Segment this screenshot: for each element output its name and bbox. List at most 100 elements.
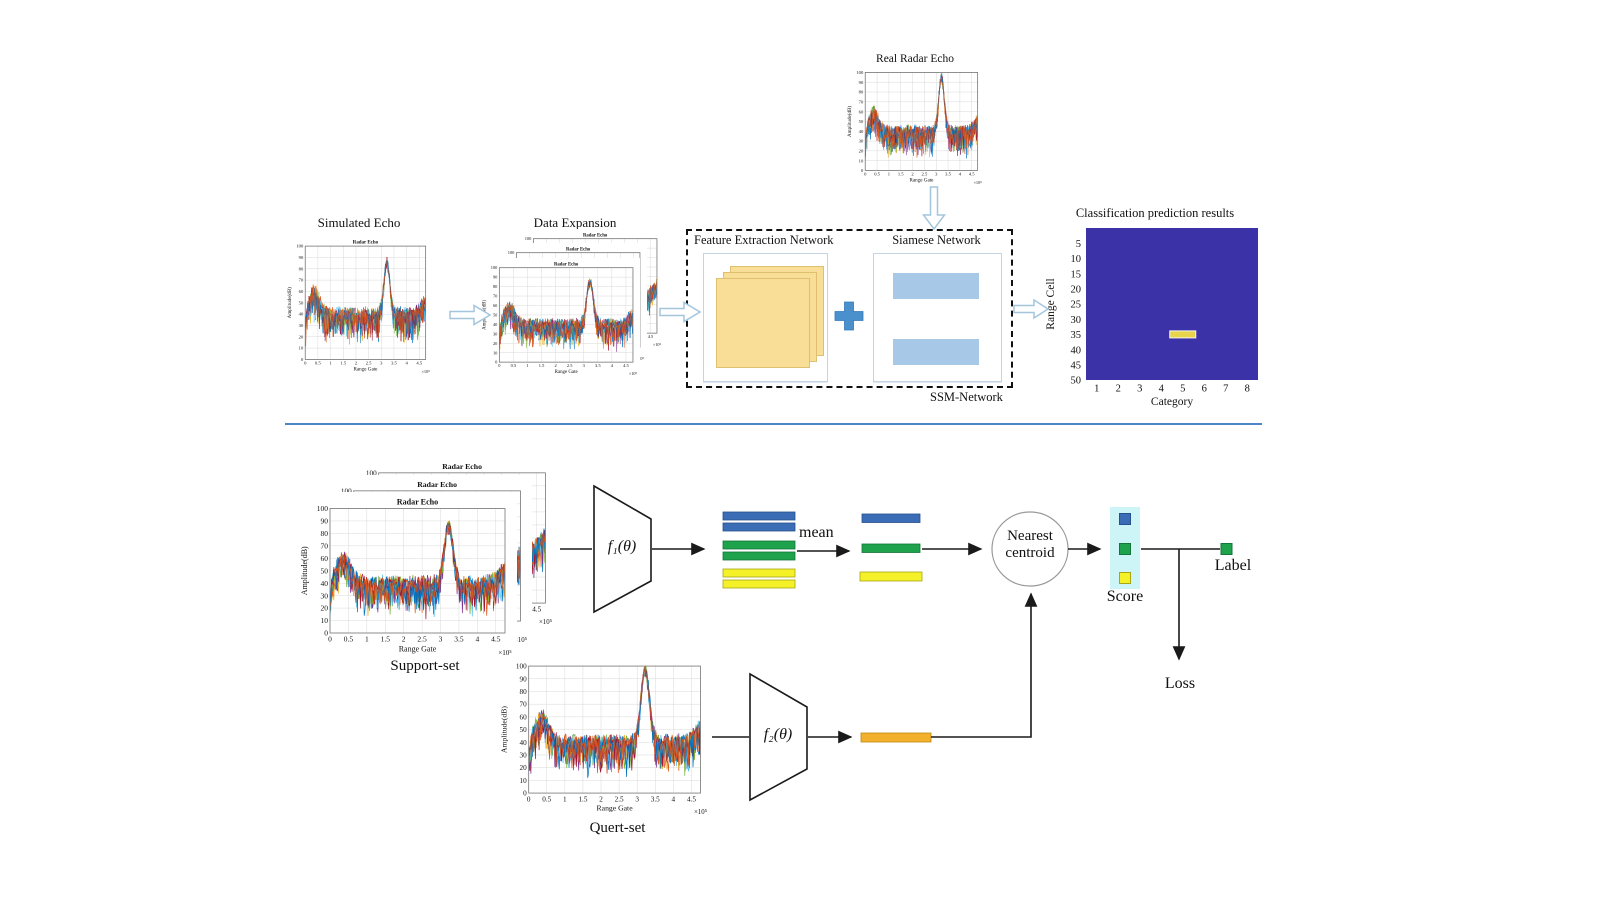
axis-text: 10: [321, 616, 329, 625]
axis-text: 60: [321, 554, 329, 563]
echo-trace: [865, 77, 978, 156]
axis-text: Radar Echo: [353, 241, 379, 246]
nearest-centroid-line1: Nearest: [1007, 528, 1053, 544]
axis-text: Radar Echo: [566, 247, 591, 252]
axis-text: 4: [405, 361, 408, 366]
axis-text: ×10⁵: [694, 809, 708, 816]
axis-text: 2.5: [922, 172, 928, 177]
axis-text: 2.5: [567, 363, 573, 368]
embedding-bar-green-2: [722, 551, 796, 561]
score-label: Score: [1106, 588, 1144, 605]
axis-text: 0: [328, 635, 332, 644]
axis-text: ×10⁵: [498, 649, 512, 657]
axis-text: 40: [1071, 345, 1082, 356]
axis-text: 0: [495, 360, 498, 365]
axis-text: 7: [1223, 384, 1228, 395]
axis-text: 50: [493, 312, 498, 317]
axis-text: 100: [525, 236, 532, 241]
data-expansion-title: Data Expansion: [533, 215, 617, 230]
data-expansion-plot-front: 0 10 20 30 40 50 60 70 80 90 100 0 0.5 1 1.5 2 2.5 3 3.5 4 4…: [480, 258, 640, 378]
axis-text: Amplitude(dB): [483, 300, 488, 330]
axis-text: 30: [859, 139, 864, 144]
score-box: [1110, 507, 1140, 589]
axis-text: 20: [1071, 284, 1082, 295]
score-square-yellow: [1119, 572, 1131, 584]
mean-bar-green: [861, 543, 921, 553]
axis-text: 0.5: [511, 363, 517, 368]
f1-encoder-label: f₁(θ): [607, 538, 637, 555]
axis-text: 50: [321, 566, 329, 575]
axis-text: 100: [341, 487, 352, 495]
axis-text: 2: [402, 635, 406, 644]
siamese-network-label: Siamese Network: [892, 233, 981, 247]
axis-text: 70: [519, 701, 527, 709]
axis-text: 30: [519, 752, 527, 760]
axis-text: 70: [493, 294, 498, 299]
axis-text: 80: [321, 529, 329, 538]
mean-bar-blue: [861, 513, 921, 523]
echo-trace: [305, 259, 426, 347]
echo-trace: [499, 280, 633, 351]
axis-text: 0.5: [874, 172, 880, 177]
axis-text: 2.5: [366, 361, 372, 366]
axis-text: 100: [296, 244, 304, 249]
axis-text: 50: [1071, 376, 1082, 387]
axis-text: 1.5: [539, 363, 545, 368]
echo-traces: [305, 256, 426, 347]
axis-text: 20: [519, 764, 527, 772]
axis-text: 100: [366, 469, 377, 477]
axis-text: 0: [324, 629, 328, 638]
axis-text: 0: [304, 361, 307, 366]
siamese-network-panel: [873, 253, 1002, 382]
axis-text: Range Gate: [909, 178, 934, 184]
axis-text: 40: [299, 312, 304, 317]
axis-text: Radar Echo: [554, 262, 579, 267]
axis-text: 90: [321, 517, 329, 526]
axis-text: Category: [1151, 396, 1193, 408]
embedding-bar-blue-2: [722, 522, 796, 532]
echo-traces: [865, 73, 978, 165]
axis-text: 3.5: [651, 795, 660, 803]
axis-text: 0: [523, 790, 527, 798]
axis-text: Range Gate: [597, 804, 634, 813]
embedding-bar-yellow-1: [722, 568, 796, 578]
label-square-green: [1220, 543, 1233, 555]
axis-text: 0.5: [315, 361, 321, 366]
axis-text: 6: [1202, 384, 1207, 395]
axis-text: 35: [1071, 330, 1082, 341]
axis-text: 10: [1071, 254, 1082, 265]
axis-text: 70: [859, 99, 864, 104]
axis-text: 0: [301, 357, 304, 362]
axis-text: 1: [563, 795, 567, 803]
heatmap-background: [1086, 228, 1258, 380]
loss-label: Loss: [1164, 675, 1196, 692]
section-divider: [285, 423, 1262, 425]
axis-text: 25: [1071, 300, 1082, 311]
axis-text: 4.5: [648, 334, 654, 339]
axis-text: ×10⁵: [514, 637, 528, 644]
query-embedding-bar: [860, 732, 932, 743]
label-label: Label: [1214, 557, 1252, 574]
axis-text: 4.5: [532, 605, 541, 613]
embedding-bar-blue-1: [722, 511, 796, 521]
mean-label: mean: [799, 524, 834, 541]
axis-text: 3: [935, 172, 938, 177]
axis-text: Range Gate: [555, 370, 578, 375]
axis-text: 3.5: [595, 363, 601, 368]
axis-text: 60: [493, 303, 498, 308]
ssm-network-label: SSM-Network: [930, 390, 1003, 404]
axis-text: 20: [859, 148, 864, 153]
arrow-query-to-centroid: [931, 592, 1038, 738]
axis-text: 90: [519, 675, 527, 683]
axis-text: 4.5: [416, 361, 422, 366]
classification-title: Classification prediction results: [1075, 206, 1235, 220]
axis-text: ×10⁵: [629, 371, 638, 376]
axis-text: 80: [519, 688, 527, 696]
axis-text: 2.5: [417, 635, 427, 644]
axis-text: 30: [493, 331, 498, 336]
echo-trace: [499, 281, 633, 348]
